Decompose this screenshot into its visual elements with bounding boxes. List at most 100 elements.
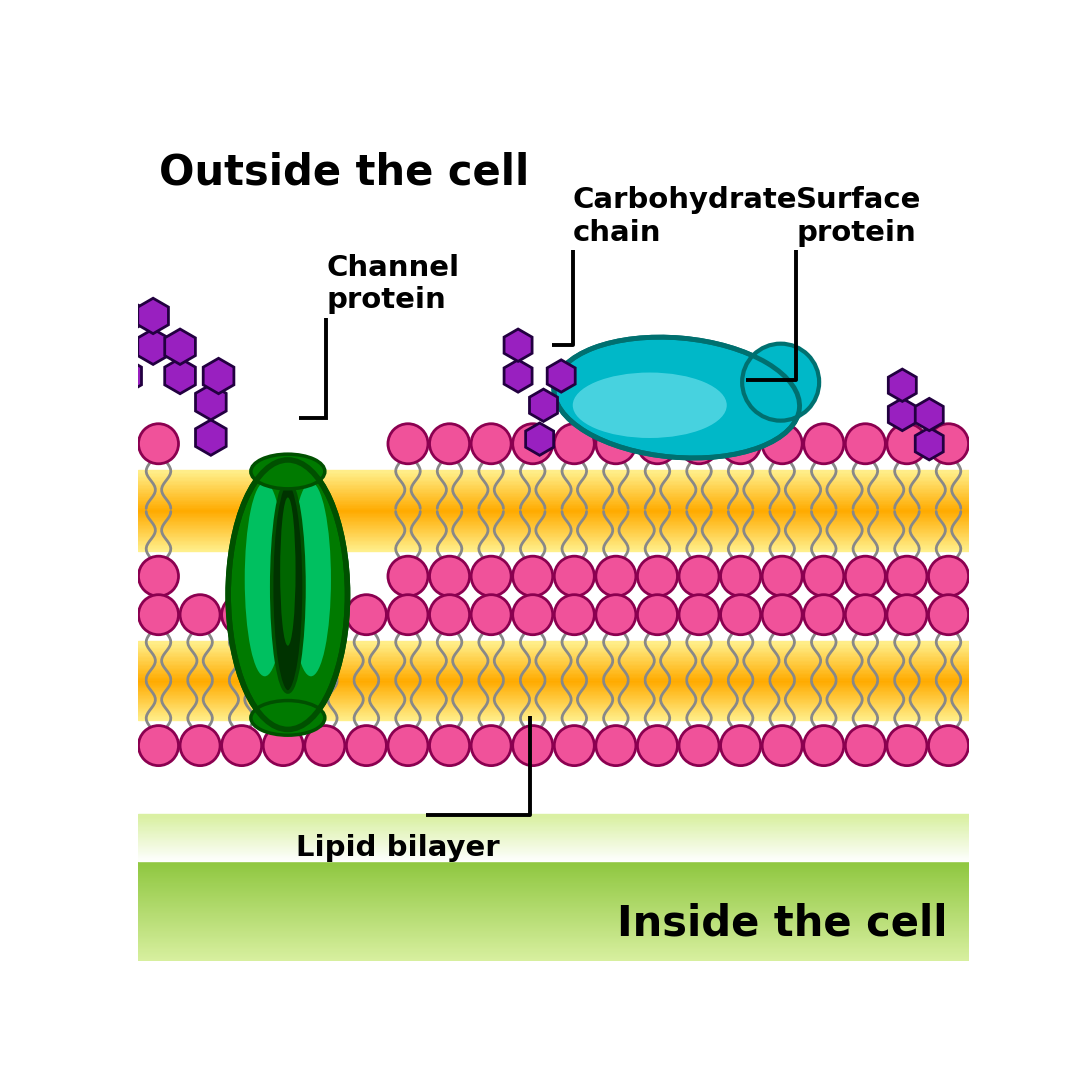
Bar <box>138 699 970 701</box>
Bar <box>138 928 970 930</box>
Circle shape <box>679 595 719 635</box>
Bar <box>138 544 970 546</box>
Bar <box>138 941 970 943</box>
Bar <box>138 499 970 501</box>
Circle shape <box>430 556 470 596</box>
Circle shape <box>804 423 843 463</box>
Bar <box>138 865 970 867</box>
Circle shape <box>471 726 511 766</box>
Bar <box>138 665 970 667</box>
Bar <box>138 717 970 719</box>
Bar <box>138 498 970 500</box>
Polygon shape <box>889 399 916 431</box>
Bar <box>138 686 970 688</box>
Bar <box>138 715 970 717</box>
Bar <box>138 932 970 934</box>
Bar <box>138 847 970 849</box>
Bar <box>138 654 970 656</box>
Bar <box>138 836 970 838</box>
Bar <box>138 908 970 909</box>
Bar <box>138 840 970 842</box>
Circle shape <box>846 595 886 635</box>
Bar <box>138 906 970 908</box>
Bar <box>138 708 970 711</box>
Circle shape <box>637 595 677 635</box>
Bar <box>138 919 970 921</box>
Bar <box>138 649 970 651</box>
Circle shape <box>929 423 969 463</box>
Bar <box>138 905 970 907</box>
Bar <box>138 542 970 544</box>
Polygon shape <box>165 359 195 394</box>
Bar <box>138 863 970 865</box>
Circle shape <box>679 556 719 596</box>
Bar <box>138 935 970 937</box>
Bar <box>138 936 970 939</box>
Circle shape <box>720 556 760 596</box>
Bar <box>138 903 970 905</box>
Circle shape <box>138 726 178 766</box>
Bar <box>138 940 970 941</box>
Circle shape <box>471 423 511 463</box>
Circle shape <box>929 726 969 766</box>
Bar <box>138 672 970 674</box>
Circle shape <box>138 423 178 463</box>
Circle shape <box>388 595 428 635</box>
Circle shape <box>637 423 677 463</box>
Bar <box>138 539 970 541</box>
Bar <box>138 942 970 944</box>
Bar <box>138 511 970 513</box>
Bar <box>138 496 970 498</box>
Bar <box>138 705 970 707</box>
Circle shape <box>513 726 553 766</box>
Ellipse shape <box>280 498 296 646</box>
Bar <box>138 510 970 512</box>
Bar <box>138 824 970 826</box>
Bar <box>138 878 970 880</box>
Bar <box>138 662 970 664</box>
Ellipse shape <box>251 701 325 735</box>
Bar <box>138 869 970 872</box>
Bar <box>138 667 970 670</box>
Bar <box>138 658 970 660</box>
Circle shape <box>720 595 760 635</box>
Text: Surface
protein: Surface protein <box>796 186 921 246</box>
Polygon shape <box>138 329 168 364</box>
Circle shape <box>762 726 802 766</box>
Bar <box>138 877 970 879</box>
Bar <box>138 640 970 643</box>
Circle shape <box>471 556 511 596</box>
Bar <box>138 497 970 499</box>
Bar <box>138 515 970 517</box>
Bar <box>138 698 970 699</box>
Bar <box>138 681 970 684</box>
Circle shape <box>221 595 261 635</box>
Polygon shape <box>915 428 943 460</box>
Bar <box>138 661 970 663</box>
Bar <box>138 529 970 530</box>
Circle shape <box>887 726 927 766</box>
Bar <box>138 694 970 697</box>
Ellipse shape <box>742 343 819 421</box>
Bar <box>138 525 970 527</box>
Bar <box>138 643 970 645</box>
Bar <box>138 473 970 475</box>
Bar <box>138 669 970 671</box>
Circle shape <box>596 556 636 596</box>
Circle shape <box>846 556 886 596</box>
Text: Lipid bilayer: Lipid bilayer <box>296 834 499 862</box>
Circle shape <box>887 556 927 596</box>
Bar <box>138 657 970 659</box>
Bar <box>138 827 970 828</box>
Bar <box>138 532 970 535</box>
Bar <box>138 538 970 540</box>
Bar <box>138 701 970 703</box>
Polygon shape <box>504 360 532 392</box>
Bar <box>138 530 970 532</box>
Bar <box>138 945 970 947</box>
Circle shape <box>221 726 261 766</box>
Bar <box>138 651 970 653</box>
Bar <box>138 937 970 940</box>
Bar <box>138 822 970 824</box>
Bar <box>138 548 970 550</box>
